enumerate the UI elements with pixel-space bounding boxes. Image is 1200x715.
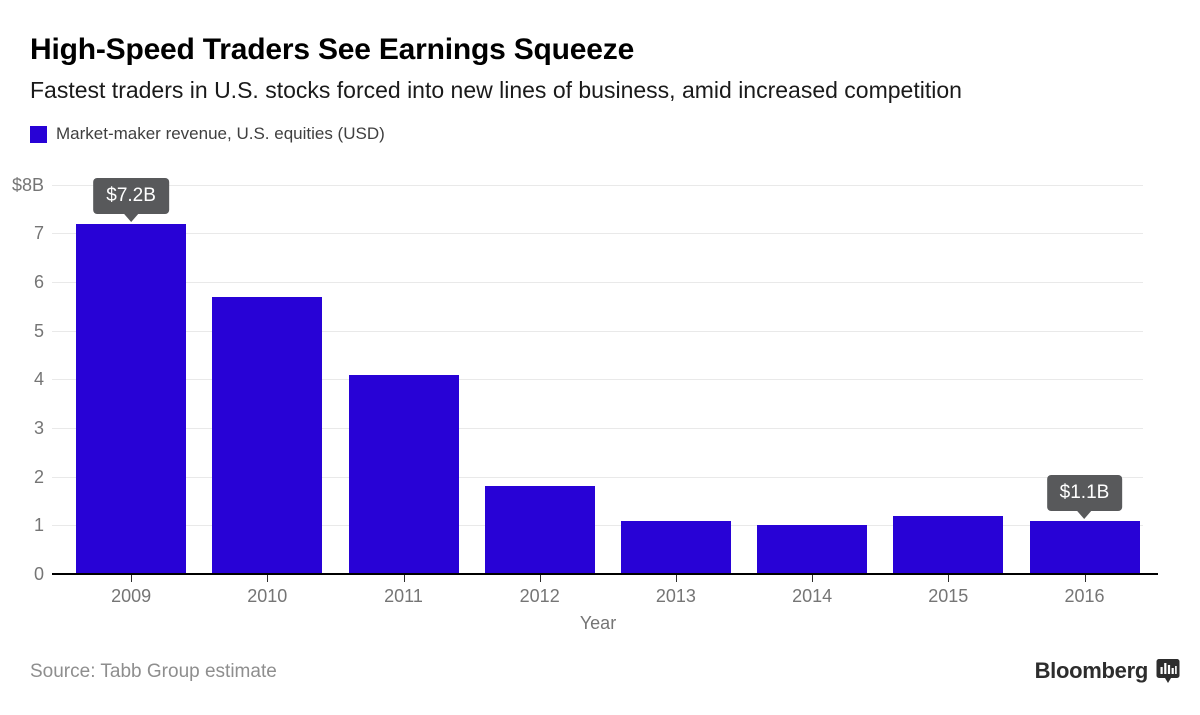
page-title: High-Speed Traders See Earnings Squeeze [30,33,635,66]
x-axis-label-2012: 2012 [519,586,560,606]
x-axis-tick-2015 [948,575,950,582]
x-axis-title: Year [579,613,617,633]
x-axis-label-2011: 2011 [384,586,423,606]
bar-2009[interactable] [76,223,187,574]
bloomberg-logo: Bloomberg [1035,658,1180,684]
gridline-2 [52,476,1143,478]
legend: Market-maker revenue, U.S. equities (USD… [30,124,385,144]
y-axis-tick-label-7: 7 [33,223,44,244]
x-axis-tick-2012 [539,575,541,582]
bar-2015[interactable] [893,515,1004,574]
bar-2016[interactable] [1029,520,1140,574]
legend-label: Market-maker revenue, U.S. equities (USD… [56,124,385,143]
y-axis-tick-label-0: 0 [33,564,44,584]
y-axis-tick-label-5: 5 [33,320,44,341]
x-axis-tick-2016 [1084,575,1086,582]
bar-2013[interactable] [620,520,731,574]
value-callout-2009: $7.2B [93,177,169,214]
x-axis-tick-2013 [675,575,677,582]
x-axis-label-2013: 2013 [655,586,696,606]
x-axis-tick-2010 [267,575,269,582]
x-axis-label-2010: 2010 [247,586,288,606]
gridline-7 [52,233,1143,235]
x-axis-line [52,573,1158,575]
x-axis-tick-2014 [812,575,814,582]
bar-2014[interactable] [757,525,868,574]
gridline-5 [52,330,1143,332]
y-axis-tick-label-2: 2 [33,466,44,487]
y-axis-tick-label-1: 1 [33,515,44,536]
bar-2011[interactable] [348,374,459,574]
x-axis-label-2009: 2009 [111,586,152,606]
gridline-4 [52,379,1143,381]
bar-2010[interactable] [212,296,323,574]
y-axis-tick-label-3: 3 [33,418,44,439]
gridline-6 [52,282,1143,284]
y-axis-tick-label-8: $8B [11,174,44,195]
bloomberg-wordmark: Bloomberg [1034,658,1149,683]
y-axis-tick-label-4: 4 [33,369,44,390]
gridline-3 [52,428,1143,430]
subtitle: Fastest traders in U.S. stocks forced in… [30,77,962,103]
x-axis-label-2016: 2016 [1064,586,1105,606]
bloomberg-chart-bubble-icon [1156,659,1180,683]
gridline-8 [52,184,1143,186]
bar-2012[interactable] [484,486,595,574]
source-note: Source: Tabb Group estimate [30,661,277,682]
gridline-1 [52,525,1143,527]
x-axis-label-2014: 2014 [792,586,833,606]
legend-swatch [30,125,47,143]
value-callout-2016: $1.1B [1046,474,1123,511]
y-axis-tick-label-6: 6 [33,272,44,293]
x-axis-label-2015: 2015 [928,586,969,606]
x-axis-tick-2011 [403,575,405,582]
x-axis-tick-2009 [131,575,133,582]
